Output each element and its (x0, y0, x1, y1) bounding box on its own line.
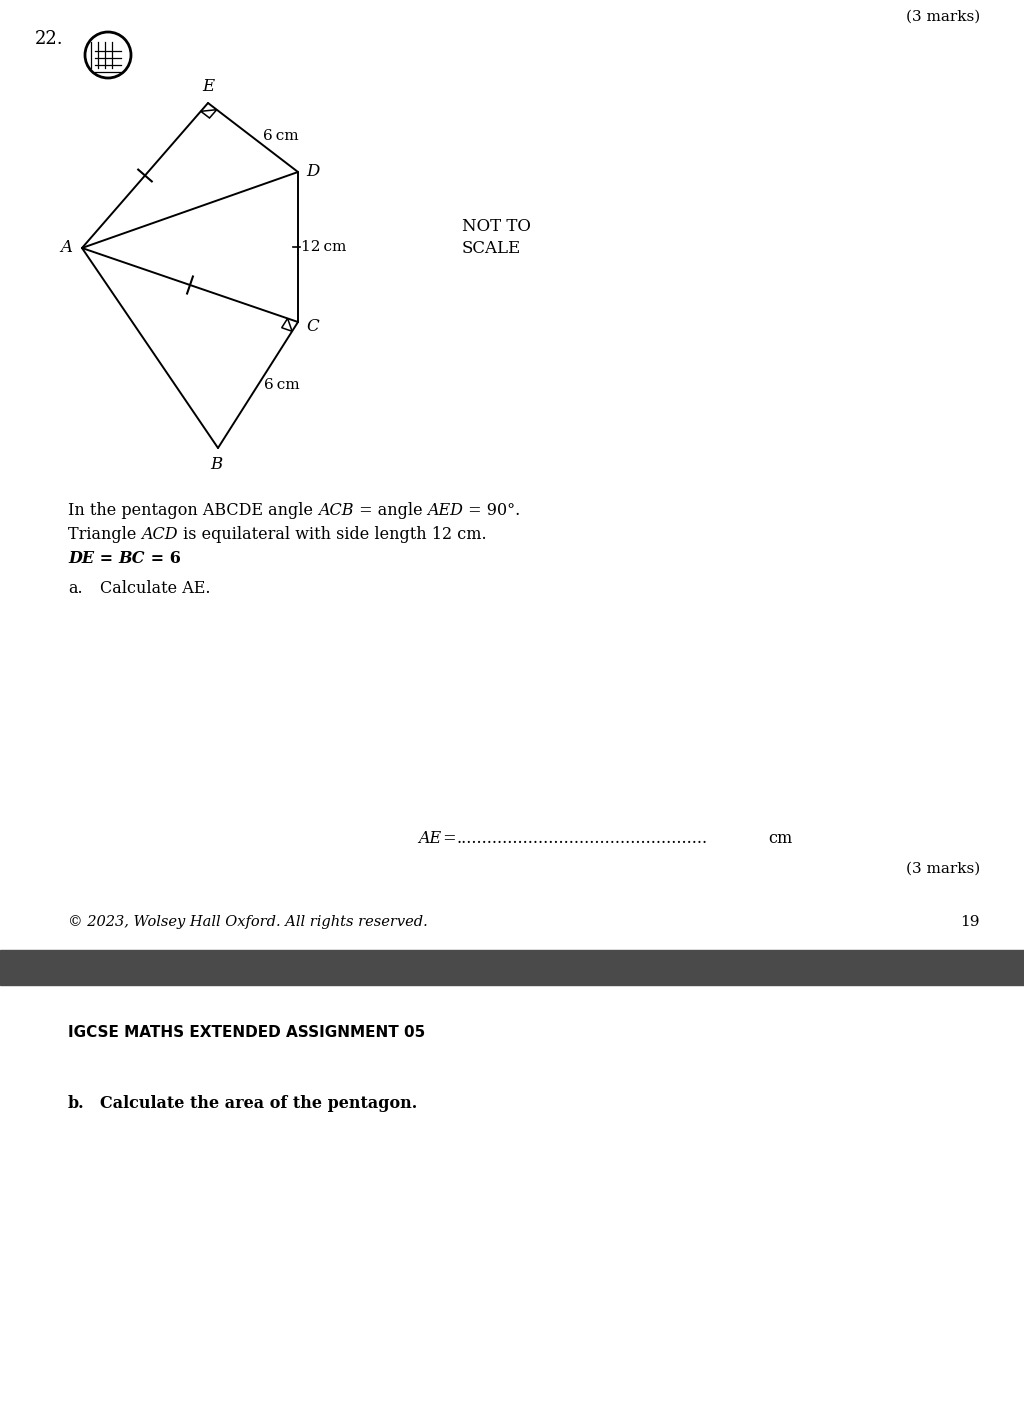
Text: AE: AE (418, 830, 441, 847)
Text: = 6: = 6 (145, 550, 181, 566)
Text: © 2023, Wolsey Hall Oxford. All rights reserved.: © 2023, Wolsey Hall Oxford. All rights r… (68, 916, 428, 930)
Text: E: E (202, 79, 214, 95)
Text: DE: DE (68, 550, 94, 566)
Text: is equilateral with side length 12 cm.: is equilateral with side length 12 cm. (178, 526, 486, 543)
Text: =: = (438, 830, 462, 847)
Text: Triangle: Triangle (68, 526, 141, 543)
Bar (0, 951, 1024, 986)
Text: 6 cm: 6 cm (264, 379, 300, 393)
Text: = 90°.: = 90°. (464, 502, 520, 519)
Text: = angle: = angle (353, 502, 427, 519)
Text: a.: a. (68, 580, 83, 597)
Text: cm: cm (768, 830, 793, 847)
Text: C: C (306, 318, 318, 335)
Text: NOT TO: NOT TO (462, 217, 530, 236)
Text: AED: AED (427, 502, 464, 519)
Text: In the pentagon ABCDE angle: In the pentagon ABCDE angle (68, 502, 318, 519)
Text: 12 cm: 12 cm (301, 240, 346, 254)
Text: B: B (210, 456, 222, 472)
Text: =: = (94, 550, 119, 566)
Text: IGCSE MATHS EXTENDED ASSIGNMENT 05: IGCSE MATHS EXTENDED ASSIGNMENT 05 (68, 1025, 425, 1040)
Text: Calculate AE.: Calculate AE. (100, 580, 211, 597)
Text: A: A (60, 240, 72, 257)
Text: (3 marks): (3 marks) (906, 10, 980, 24)
Text: 6 cm: 6 cm (263, 129, 299, 143)
Text: .................................................: ........................................… (457, 830, 709, 847)
Text: SCALE: SCALE (462, 240, 521, 257)
Text: ACD: ACD (141, 526, 178, 543)
Text: 19: 19 (961, 916, 980, 930)
Text: Calculate the area of the pentagon.: Calculate the area of the pentagon. (100, 1095, 417, 1112)
Text: 22.: 22. (35, 29, 63, 48)
Text: (3 marks): (3 marks) (906, 862, 980, 876)
Text: b.: b. (68, 1095, 85, 1112)
Text: ACB: ACB (318, 502, 353, 519)
Text: D: D (306, 164, 319, 181)
Text: BC: BC (119, 550, 145, 566)
